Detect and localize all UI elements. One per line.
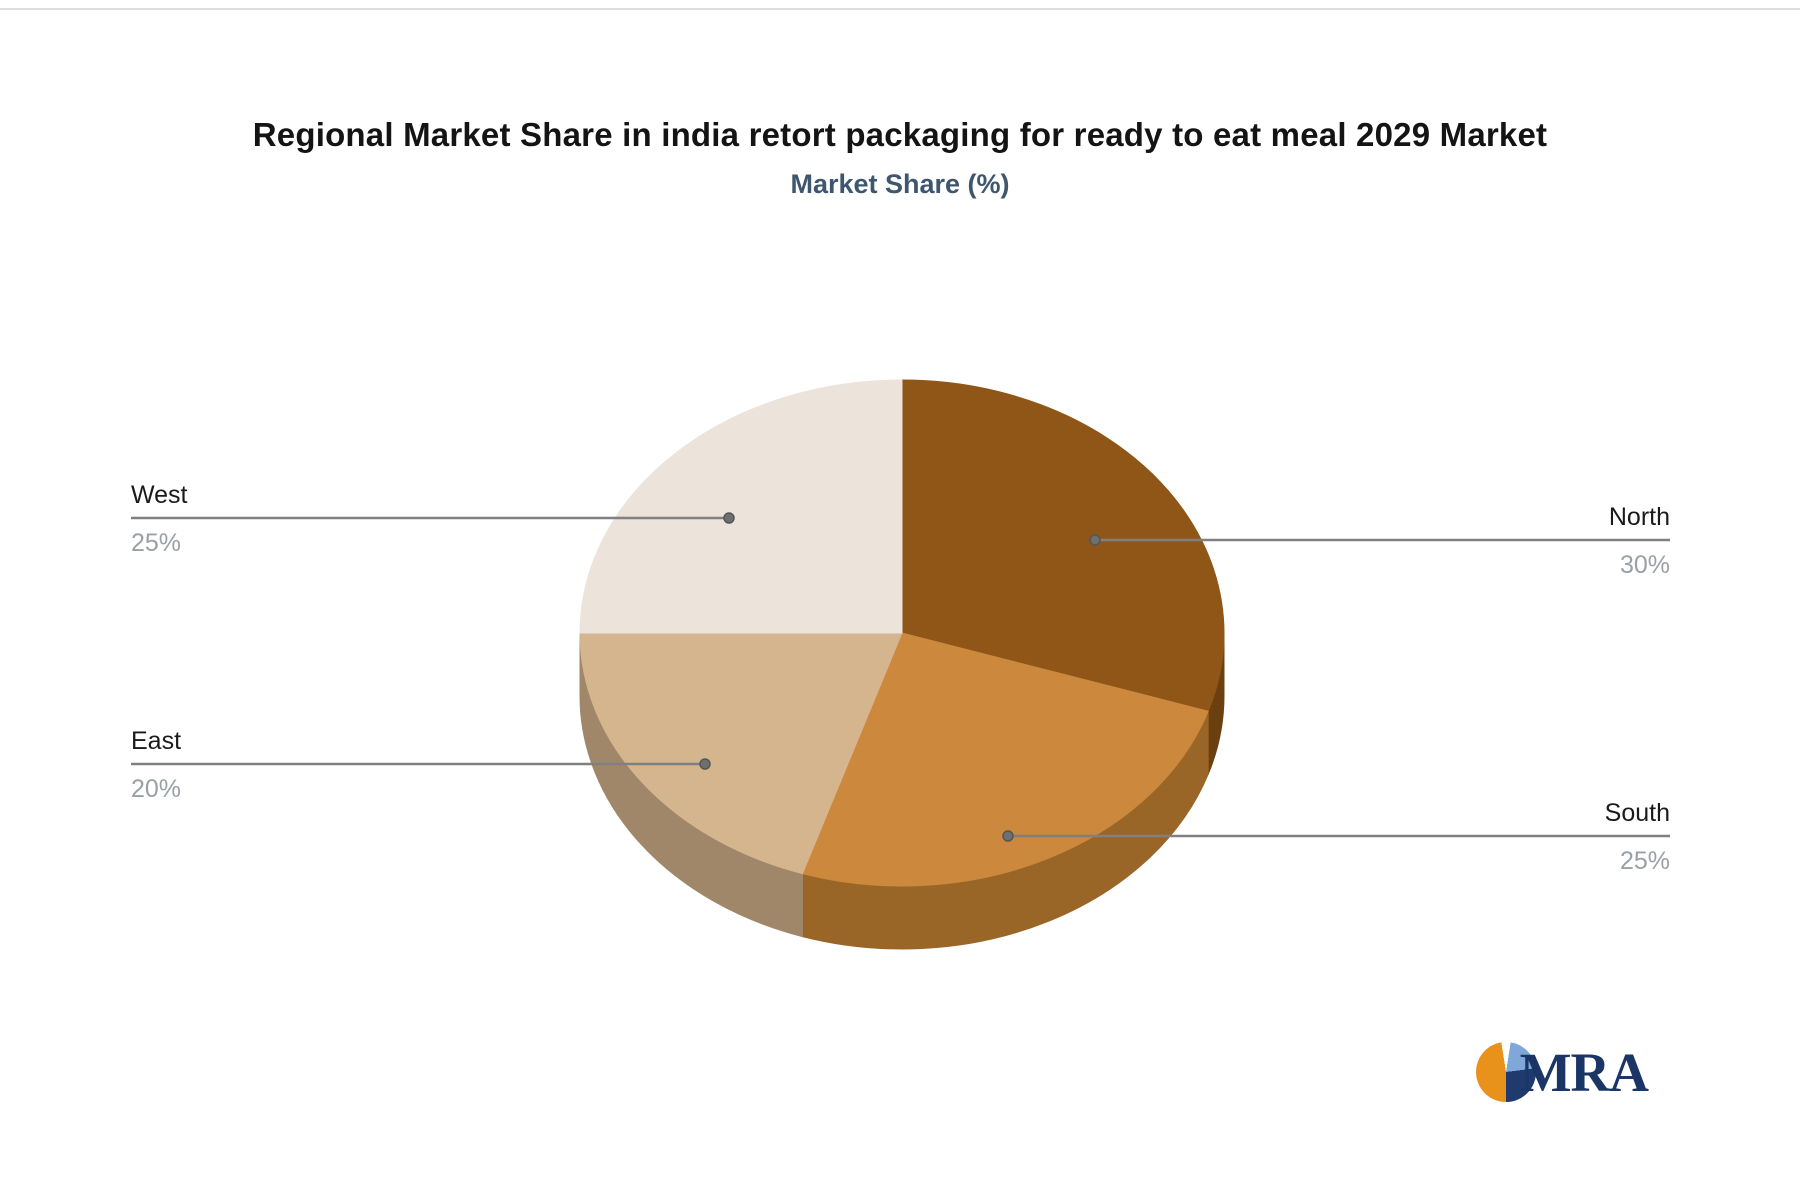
label-east-value: 20% — [131, 775, 182, 803]
pie-slice-west[interactable] — [579, 379, 903, 634]
chart-title: Regional Market Share in india retort pa… — [252, 116, 1548, 153]
connector-dot-west — [723, 512, 735, 524]
chart-subtitle: Market Share (%) — [790, 169, 1010, 199]
mra-logo: MRA — [1475, 1041, 1649, 1103]
pie-slice-east[interactable] — [579, 632, 903, 875]
label-west-name: West — [131, 481, 188, 509]
mra-logo-text: MRA — [1519, 1041, 1649, 1103]
mra-logo-pie-icon — [1475, 1042, 1536, 1102]
connector-dot-north — [1089, 534, 1101, 546]
connector-dot-east — [699, 758, 711, 770]
connector-dot-south — [1002, 830, 1014, 842]
pie-slice-north[interactable] — [901, 379, 1225, 712]
label-east-name: East — [131, 727, 182, 755]
top-divider — [0, 8, 1800, 10]
label-south-name: South — [1604, 799, 1670, 827]
label-west-value: 25% — [131, 529, 182, 557]
label-south-value: 25% — [1619, 847, 1670, 875]
pie-slice-south[interactable] — [802, 632, 1209, 887]
label-north-name: North — [1608, 503, 1670, 531]
label-north-value: 30% — [1619, 551, 1670, 579]
